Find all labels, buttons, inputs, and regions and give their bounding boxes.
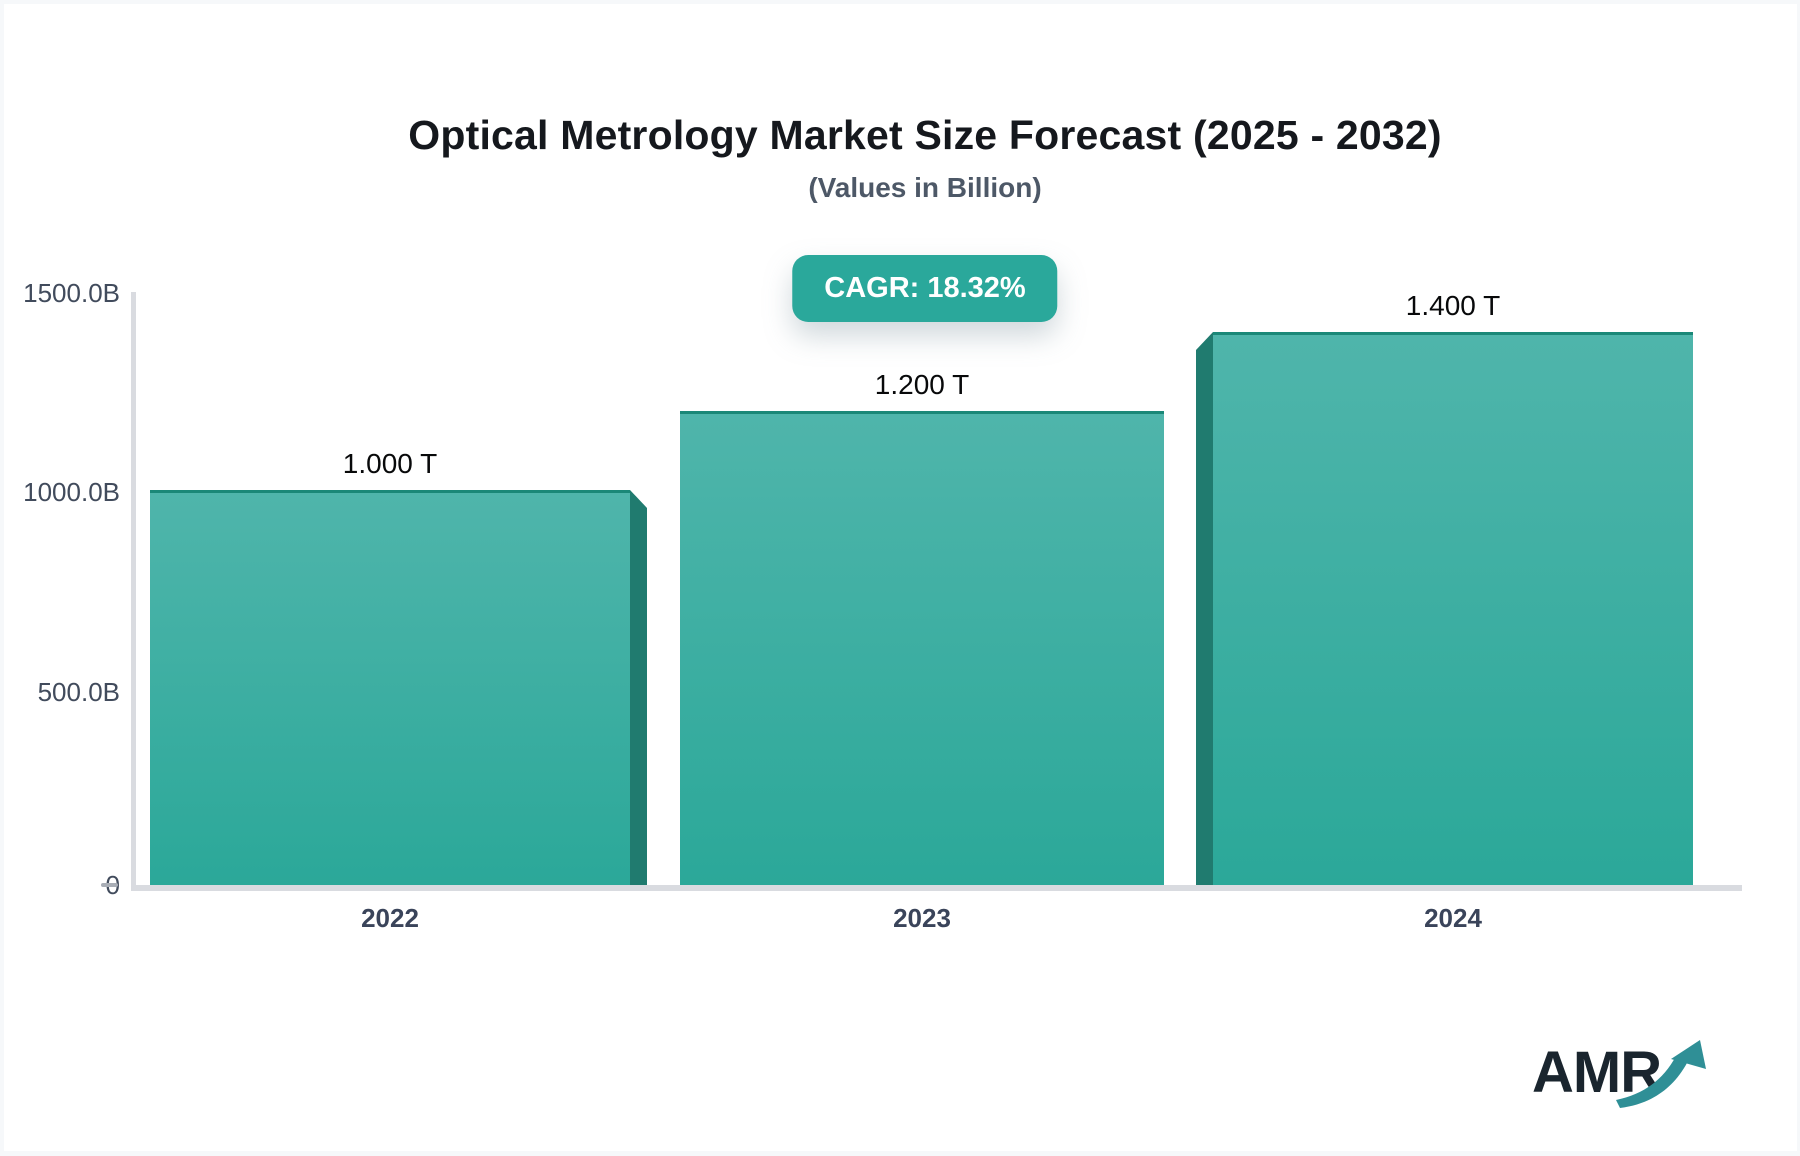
bar-2022-side-face [630,490,647,885]
page-edge-right [1797,0,1800,1156]
y-axis-line [131,292,136,888]
amr-logo: AMR [1532,1030,1727,1114]
x-label-2022: 2022 [361,903,419,933]
cagr-badge: CAGR: 18.32% [792,255,1058,322]
chart-title: Optical Metrology Market Size Forecast (… [408,112,1442,158]
bar-2023[interactable] [680,411,1164,885]
x-label-2024: 2024 [1424,903,1482,933]
chart-subtitle: (Values in Billion) [808,172,1042,203]
x-axis-line [131,885,1742,891]
bar-2022-value-label: 1.000 T [342,448,438,479]
bar-2024-side-face [1196,332,1213,885]
y-tick-1500: 1500.0B [23,278,120,308]
y-tick-500: 500.0B [37,677,120,707]
y-tick-1000: 1000.0B [23,477,120,507]
x-label-2023: 2023 [893,903,951,933]
bar-2024-value-label: 1.400 T [1405,290,1501,321]
page-edge-bottom [0,1151,1800,1156]
page-edge-left [0,0,4,1156]
amr-logo-arrow-head [1671,1040,1706,1069]
amr-logo-arrow-tail [1616,1056,1687,1108]
bar-2022[interactable] [150,490,630,885]
bar-2024[interactable] [1213,332,1693,885]
bar-2023-value-label: 1.200 T [874,369,970,400]
amr-logo-graphic: AMR [1532,1040,1706,1108]
y-tick-0-mark [101,883,118,887]
page-edge-top [0,0,1800,4]
